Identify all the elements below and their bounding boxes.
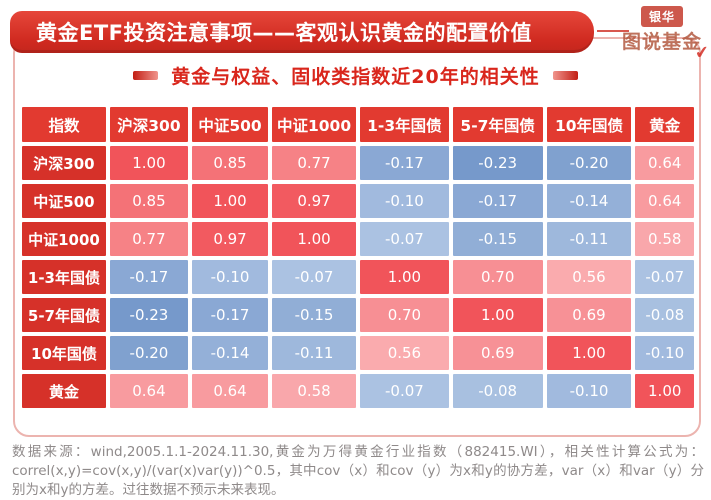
row-header-1: 中证500 — [22, 184, 106, 218]
correlation-cell-r4c2: -0.15 — [272, 298, 356, 332]
chart-subtitle: 黄金与权益、固收类指数近20年的相关性 — [171, 66, 540, 88]
correlation-cell-r1c0: 0.85 — [109, 184, 188, 218]
data-source-note: 数据来源：wind,2005.1.1-2024.11.30,黄金为万得黄金行业指… — [12, 444, 704, 499]
correlation-cell-r3c2: -0.07 — [272, 260, 356, 294]
correlation-cell-r6c3: -0.07 — [360, 374, 449, 408]
row-header-5: 10年国债 — [22, 336, 106, 370]
row-header-2: 中证1000 — [22, 222, 106, 256]
correlation-cell-r5c1: -0.14 — [191, 336, 269, 370]
correlation-cell-r5c4: 0.69 — [452, 336, 543, 370]
correlation-cell-r2c6: 0.58 — [635, 222, 694, 256]
correlation-cell-r5c5: 1.00 — [546, 336, 632, 370]
brand-name: 图说基金 ✔ — [618, 27, 711, 64]
subtitle-row: 黄金与权益、固收类指数近20年的相关性 — [0, 62, 711, 89]
correlation-cell-r3c1: -0.10 — [191, 260, 269, 294]
correlation-cell-r0c1: 0.85 — [191, 146, 269, 180]
correlation-cell-r3c5: 0.56 — [546, 260, 632, 294]
correlation-cell-r3c4: 0.70 — [452, 260, 543, 294]
subtitle-dash-left-icon — [133, 71, 159, 80]
correlation-cell-r5c3: 0.56 — [360, 336, 449, 370]
column-header-1: 沪深300 — [109, 107, 188, 142]
correlation-cell-r3c6: -0.07 — [635, 260, 694, 294]
correlation-cell-r4c3: 0.70 — [360, 298, 449, 332]
header-banner: 黄金ETF投资注意事项——客观认识黄金的配置价值 — [10, 11, 594, 53]
correlation-cell-r0c4: -0.23 — [452, 146, 543, 180]
column-header-7: 黄金 — [635, 107, 694, 142]
check-icon: ✔ — [693, 42, 711, 64]
correlation-cell-r2c4: -0.15 — [452, 222, 543, 256]
subtitle-dash-right-icon — [552, 71, 578, 80]
correlation-cell-r6c4: -0.08 — [452, 374, 543, 408]
column-header-3: 中证1000 — [272, 107, 356, 142]
brand-badge: 银华 — [640, 6, 683, 27]
column-header-5: 5-7年国债 — [452, 107, 543, 142]
correlation-cell-r6c0: 0.64 — [109, 374, 188, 408]
correlation-cell-r2c5: -0.11 — [546, 222, 632, 256]
correlation-cell-r2c3: -0.07 — [360, 222, 449, 256]
column-header-6: 10年国债 — [546, 107, 632, 142]
row-header-6: 黄金 — [22, 374, 106, 408]
column-header-4: 1-3年国债 — [360, 107, 449, 142]
row-header-4: 5-7年国债 — [22, 298, 106, 332]
brand-name-text: 图说基金 — [621, 31, 702, 53]
correlation-cell-r5c0: -0.20 — [109, 336, 188, 370]
correlation-cell-r6c6: 1.00 — [635, 374, 694, 408]
correlation-cell-r4c1: -0.17 — [191, 298, 269, 332]
column-header-0: 指数 — [22, 107, 106, 142]
correlation-cell-r4c5: 0.69 — [546, 298, 632, 332]
correlation-cell-r4c0: -0.23 — [109, 298, 188, 332]
correlation-cell-r0c6: 0.64 — [635, 146, 694, 180]
correlation-cell-r1c6: 0.64 — [635, 184, 694, 218]
correlation-cell-r1c5: -0.14 — [546, 184, 632, 218]
correlation-cell-r2c0: 0.77 — [109, 222, 188, 256]
correlation-cell-r2c2: 1.00 — [272, 222, 356, 256]
correlation-cell-r4c4: 1.00 — [452, 298, 543, 332]
correlation-cell-r0c2: 0.77 — [272, 146, 356, 180]
page-title: 黄金ETF投资注意事项——客观认识黄金的配置价值 — [36, 21, 533, 45]
correlation-cell-r6c5: -0.10 — [546, 374, 632, 408]
brand-logo: 银华 图说基金 ✔ — [618, 6, 711, 64]
correlation-cell-r0c3: -0.17 — [360, 146, 449, 180]
correlation-cell-r0c5: -0.20 — [546, 146, 632, 180]
correlation-cell-r3c0: -0.17 — [109, 260, 188, 294]
row-header-3: 1-3年国债 — [22, 260, 106, 294]
correlation-table: 指数 沪深300 中证500 中证1000 1-3年国债 5-7年国债 10年国债 黄金 沪深3… — [22, 107, 694, 408]
correlation-cell-r1c2: 0.97 — [272, 184, 356, 218]
correlation-cell-r0c0: 1.00 — [109, 146, 188, 180]
row-header-0: 沪深300 — [22, 146, 106, 180]
column-header-2: 中证500 — [191, 107, 269, 142]
correlation-cell-r6c2: 0.58 — [272, 374, 356, 408]
correlation-cell-r1c3: -0.10 — [360, 184, 449, 218]
correlation-cell-r4c6: -0.08 — [635, 298, 694, 332]
correlation-cell-r3c3: 1.00 — [360, 260, 449, 294]
correlation-cell-r5c2: -0.11 — [272, 336, 356, 370]
correlation-cell-r5c6: -0.10 — [635, 336, 694, 370]
banner-connector-line — [597, 30, 629, 32]
correlation-cell-r1c1: 1.00 — [191, 184, 269, 218]
correlation-cell-r1c4: -0.17 — [452, 184, 543, 218]
correlation-cell-r2c1: 0.97 — [191, 222, 269, 256]
correlation-cell-r6c1: 0.64 — [191, 374, 269, 408]
